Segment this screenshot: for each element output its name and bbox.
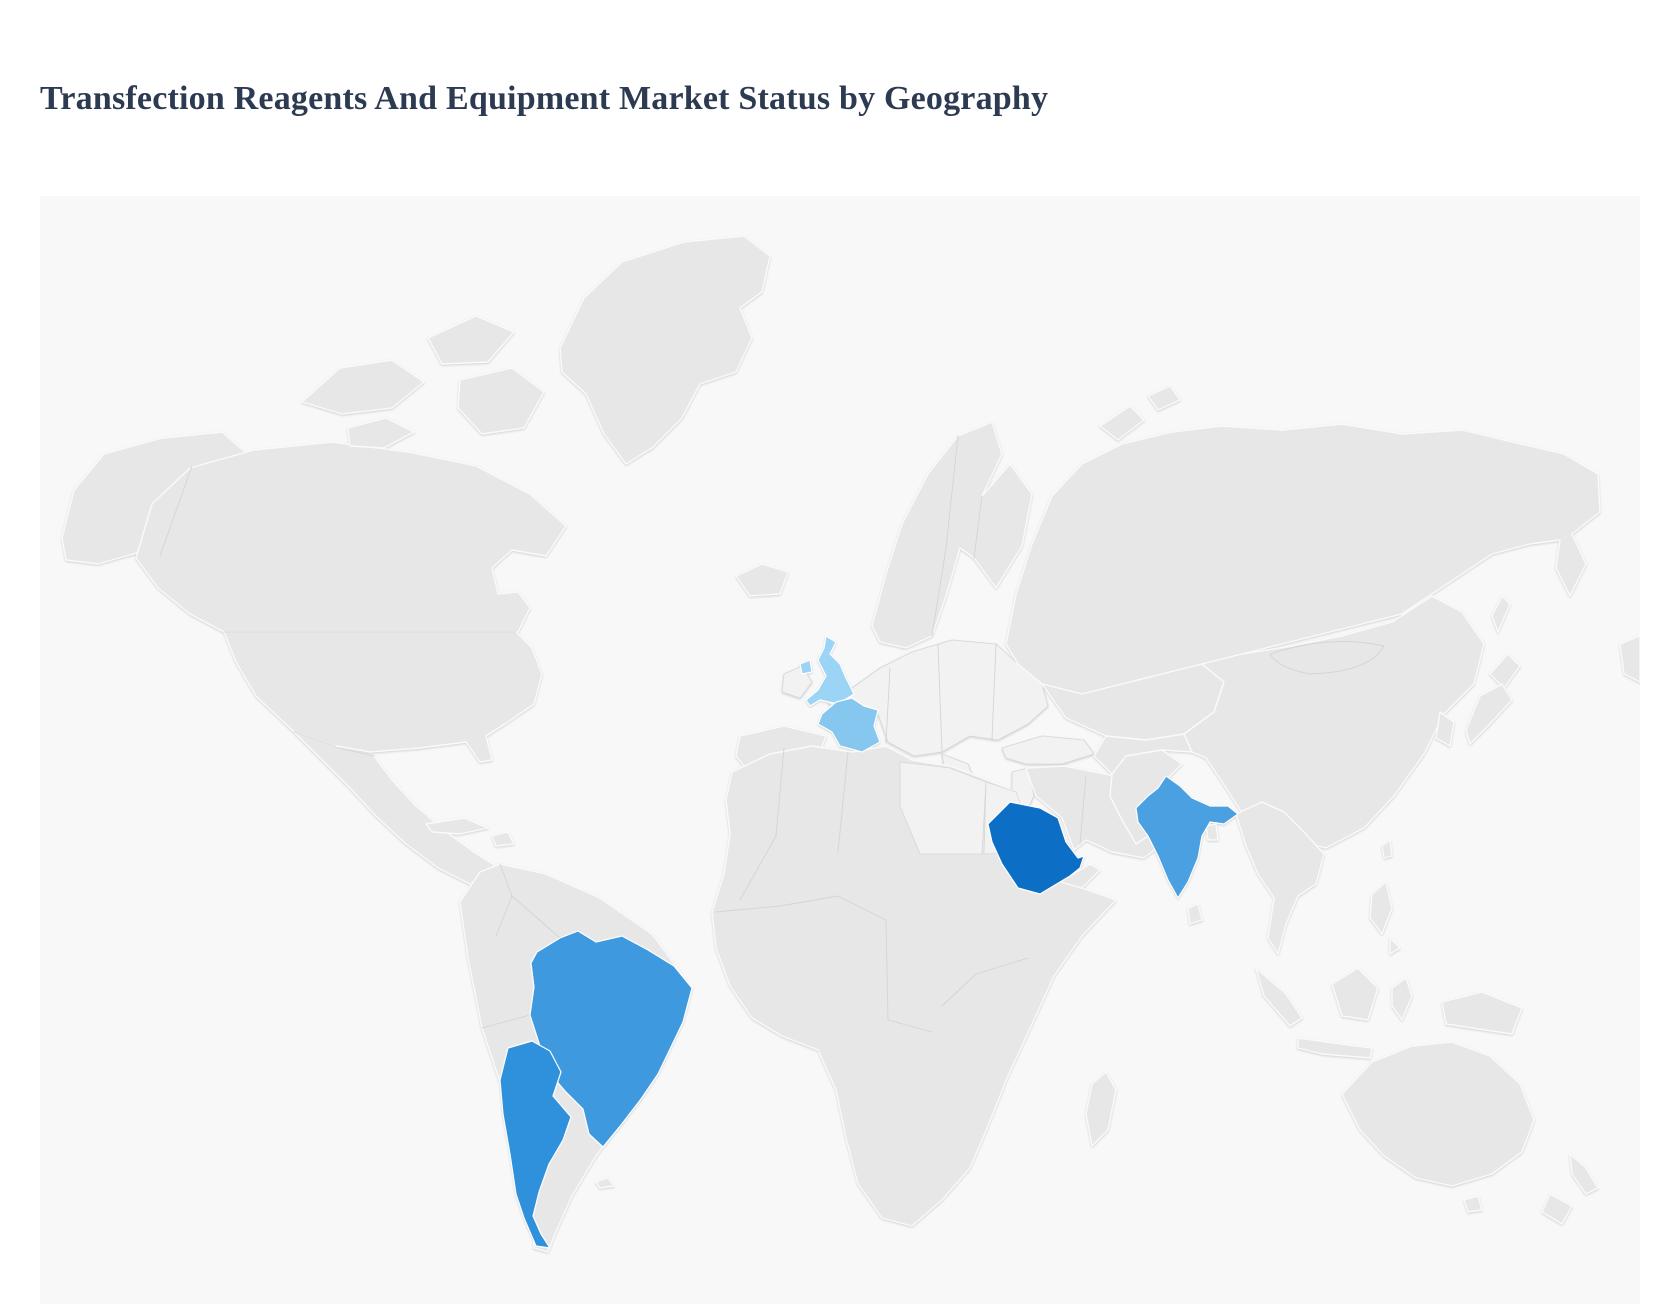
country-india[interactable] <box>1135 775 1239 899</box>
landmass-baffin-island <box>457 367 545 435</box>
island-cuba <box>425 817 489 835</box>
island-madagascar <box>1085 1071 1117 1147</box>
island-novaya-zemlya <box>1147 385 1181 411</box>
island-falklands <box>595 1177 615 1189</box>
country-iceland <box>735 563 789 597</box>
landmass-arctic-island <box>301 359 425 415</box>
chart-title: Transfection Reagents And Equipment Mark… <box>40 80 1049 117</box>
island-sri-lanka <box>1187 903 1203 925</box>
island-sulawesi <box>1391 977 1413 1021</box>
landmass-canada <box>135 441 567 633</box>
world-landmasses <box>61 235 1640 1253</box>
landmass-scandinavia <box>871 421 1033 649</box>
country-saudi-arabia[interactable] <box>987 801 1085 895</box>
country-united-kingdom[interactable] <box>805 635 855 707</box>
country-argentina[interactable] <box>499 1040 572 1249</box>
landmass-korea <box>1435 711 1455 747</box>
island-new-zealand-north <box>1569 1153 1599 1195</box>
country-china <box>1183 595 1485 849</box>
island-sumatra <box>1255 967 1303 1027</box>
island-novaya-zemlya <box>1099 405 1145 441</box>
country-france[interactable] <box>817 697 881 753</box>
island-japan-honshu <box>1465 683 1513 745</box>
island-new-zealand-south <box>1541 1193 1573 1225</box>
island-tasmania <box>1463 1195 1483 1213</box>
landmass-bangladesh <box>1205 823 1219 841</box>
country-northern-ireland[interactable] <box>799 659 813 675</box>
island-japan-hokkaido <box>1489 653 1521 689</box>
island-sakhalin <box>1491 595 1511 633</box>
island-hispaniola <box>491 831 515 847</box>
landmass-arctic-island <box>427 315 515 365</box>
island-java <box>1297 1037 1373 1059</box>
landmass-chukotka-wrap <box>1619 635 1640 683</box>
country-border-lines <box>159 435 1385 1033</box>
island-philippines <box>1369 881 1393 935</box>
landmass-greenland <box>559 235 771 465</box>
country-turkey <box>1001 735 1095 765</box>
country-libya <box>899 761 987 855</box>
country-brazil[interactable] <box>529 930 693 1148</box>
country-australia <box>1341 1041 1535 1187</box>
choropleth-map-panel <box>40 196 1640 1304</box>
island-new-guinea <box>1441 991 1523 1035</box>
island-taiwan <box>1381 839 1393 859</box>
landmass-southeast-asia <box>1235 801 1325 955</box>
landmass-arctic-island <box>347 417 415 449</box>
island-philippines <box>1389 937 1401 955</box>
world-map <box>61 235 1640 1253</box>
island-borneo <box>1331 967 1379 1021</box>
country-usa <box>223 631 543 771</box>
